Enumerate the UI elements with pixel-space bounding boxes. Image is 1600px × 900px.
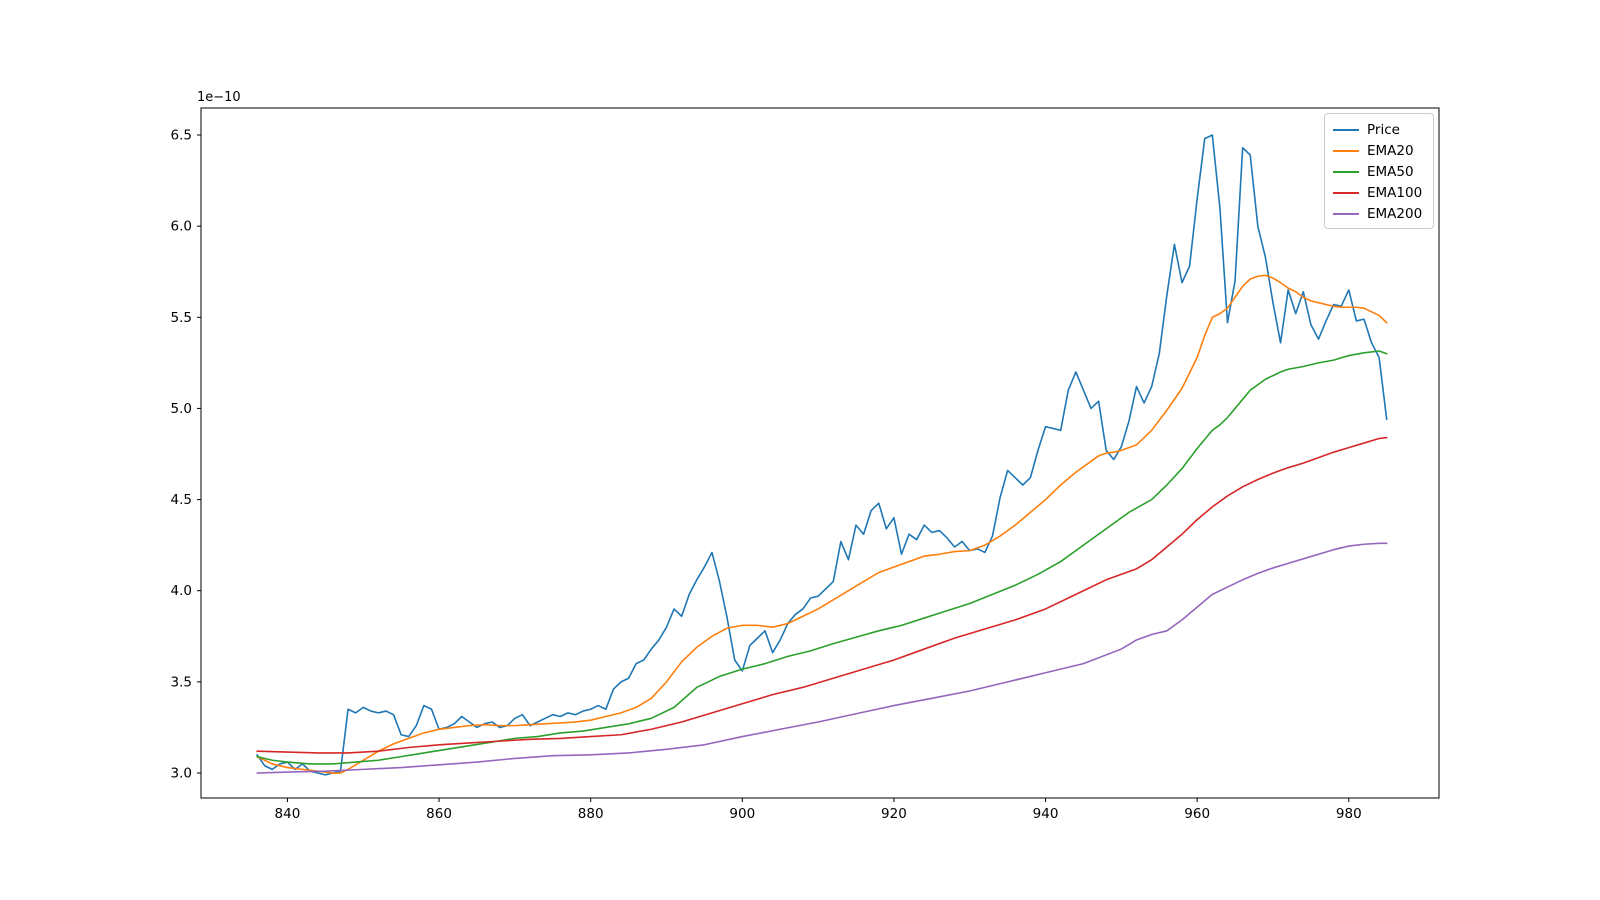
series-line-ema50 xyxy=(256,350,1388,765)
x-tick-label: 980 xyxy=(1336,806,1362,822)
legend-label: EMA50 xyxy=(1367,163,1414,180)
x-tick-label: 940 xyxy=(1033,806,1059,822)
y-tick-label: 3.0 xyxy=(171,766,192,782)
legend-line-icon xyxy=(1333,170,1359,173)
y-tick-label: 4.0 xyxy=(171,583,192,599)
x-tick-label: 920 xyxy=(881,806,907,822)
legend-line-icon xyxy=(1333,128,1359,131)
series-line-ema20 xyxy=(256,274,1388,774)
legend-item-ema20: EMA20 xyxy=(1333,140,1425,161)
legend-label: Price xyxy=(1367,121,1400,138)
x-tick-label: 860 xyxy=(426,806,452,822)
y-tick-label: 4.5 xyxy=(171,492,192,508)
axis-offset-label: 1e−10 xyxy=(197,90,241,105)
plot-area xyxy=(200,107,1440,799)
legend-item-ema200: EMA200 xyxy=(1333,203,1425,224)
series-line-price xyxy=(256,134,1388,776)
legend-label: EMA100 xyxy=(1367,184,1423,201)
y-tick-label: 3.5 xyxy=(171,674,192,690)
legend-item-ema50: EMA50 xyxy=(1333,161,1425,182)
y-tick-label: 5.5 xyxy=(171,310,192,326)
legend-line-icon xyxy=(1333,212,1359,215)
x-tick-label: 840 xyxy=(275,806,301,822)
legend: Price EMA20 EMA50 EMA100 EMA200 xyxy=(1324,113,1434,229)
y-tick-label: 5.0 xyxy=(171,401,192,417)
y-axis: 3.0 3.5 4.0 4.5 5.0 5.5 6.0 6.5 xyxy=(171,127,201,782)
legend-label: EMA20 xyxy=(1367,142,1414,159)
x-axis: 840 860 880 900 920 940 960 980 xyxy=(275,798,1362,822)
series-line-ema100 xyxy=(256,436,1388,754)
legend-label: EMA200 xyxy=(1367,205,1423,222)
series-lines xyxy=(256,134,1388,776)
x-tick-label: 880 xyxy=(578,806,604,822)
legend-item-price: Price xyxy=(1333,119,1425,140)
y-tick-label: 6.5 xyxy=(171,127,192,143)
x-tick-label: 900 xyxy=(729,806,755,822)
y-tick-label: 6.0 xyxy=(171,219,192,235)
series-line-ema200 xyxy=(256,542,1388,774)
x-tick-label: 960 xyxy=(1184,806,1210,822)
legend-item-ema100: EMA100 xyxy=(1333,182,1425,203)
legend-line-icon xyxy=(1333,149,1359,152)
legend-line-icon xyxy=(1333,191,1359,194)
